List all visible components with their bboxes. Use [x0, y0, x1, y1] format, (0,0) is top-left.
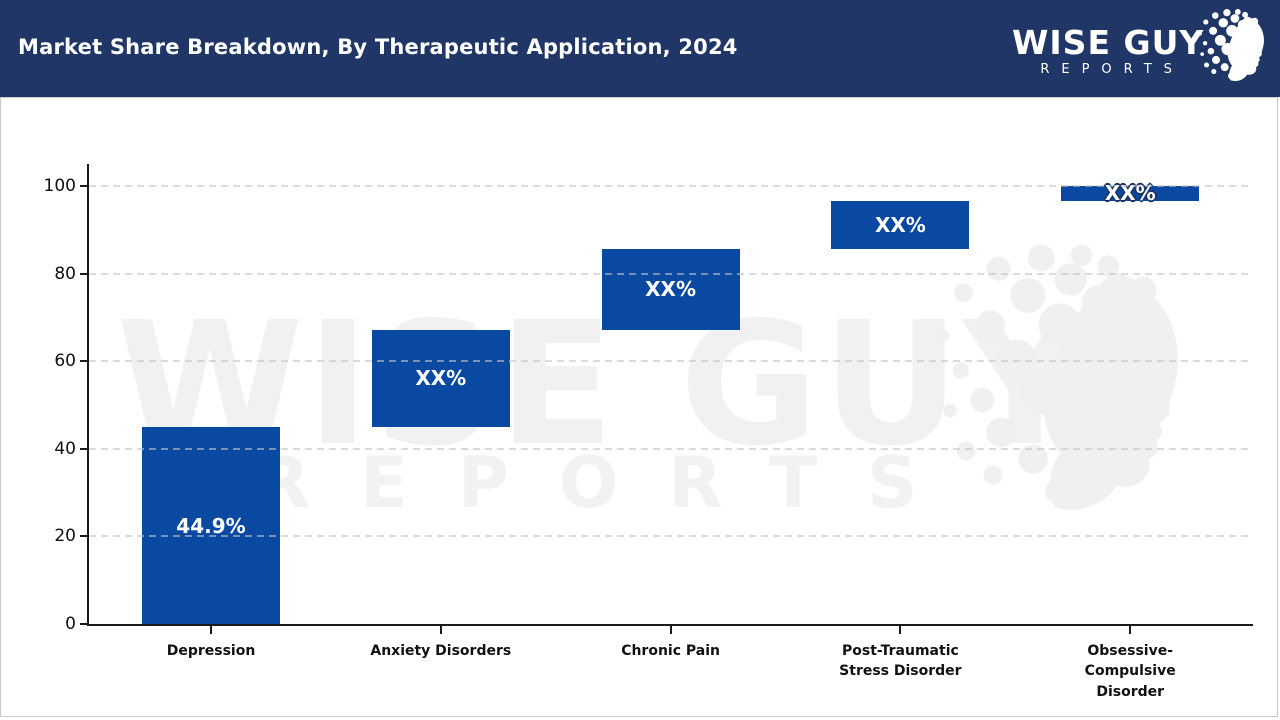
category-label: Post-Traumatic Stress Disorder: [839, 643, 962, 680]
x-axis-line: [87, 624, 1253, 626]
chart-title: Market Share Breakdown, By Therapeutic A…: [18, 35, 738, 59]
x-tick-mark: [439, 626, 442, 634]
bar-value-label: XX%: [874, 212, 926, 237]
bar-value-label: XX%: [1104, 181, 1156, 206]
y-tick-mark: [80, 360, 88, 363]
y-tick-mark: [80, 447, 88, 450]
category-label: Obsessive- Compulsive Disorder: [1084, 643, 1176, 700]
category-label: Anxiety Disorders: [370, 643, 512, 659]
bar-value-label: 44.9%: [176, 513, 246, 538]
category-label: Depression: [166, 643, 256, 659]
category-label: Chronic Pain: [621, 643, 720, 659]
y-tick-mark: [80, 535, 88, 538]
gridline: [89, 447, 1253, 450]
y-axis-line: [87, 164, 89, 626]
y-tick-mark: [80, 623, 88, 625]
x-tick-mark: [669, 626, 672, 634]
logo-text: WISE GUY REPORTS: [1012, 26, 1204, 76]
bar-segment: XX%: [601, 249, 740, 330]
logo-wordmark: WISE GUY: [1012, 23, 1205, 62]
y-tick-label: 80: [54, 263, 76, 284]
bar-segment: XX%: [831, 200, 970, 250]
y-tick-mark: [80, 185, 88, 187]
x-tick-mark: [1129, 626, 1132, 634]
wiseguy-logo: WISE GUY REPORTS: [1010, 4, 1272, 94]
logo-subtitle: REPORTS: [1040, 62, 1184, 77]
y-tick-mark: [80, 272, 88, 275]
bar-segment: XX%: [1061, 181, 1200, 206]
gridline: [89, 272, 1253, 275]
y-tick-label: 100: [43, 176, 76, 196]
logo-face-icon: [1192, 9, 1272, 89]
bar-segment: XX%: [371, 329, 510, 428]
x-tick-mark: [899, 626, 902, 634]
watermark-subtitle: REPORTS: [256, 442, 968, 524]
bar-segment: 44.9%: [142, 427, 280, 624]
y-tick-label: 20: [54, 526, 76, 547]
y-tick-label: 40: [54, 438, 76, 459]
gridline: [89, 360, 1253, 363]
y-tick-label: 60: [54, 351, 76, 372]
header-bar: Market Share Breakdown, By Therapeutic A…: [0, 0, 1280, 97]
gridline: [89, 185, 1253, 187]
x-tick-mark: [210, 626, 212, 634]
gridline: [89, 535, 1253, 538]
bar-value-label: XX%: [645, 277, 697, 302]
bar-value-label: XX%: [415, 366, 467, 391]
y-tick-label: 0: [65, 614, 76, 634]
